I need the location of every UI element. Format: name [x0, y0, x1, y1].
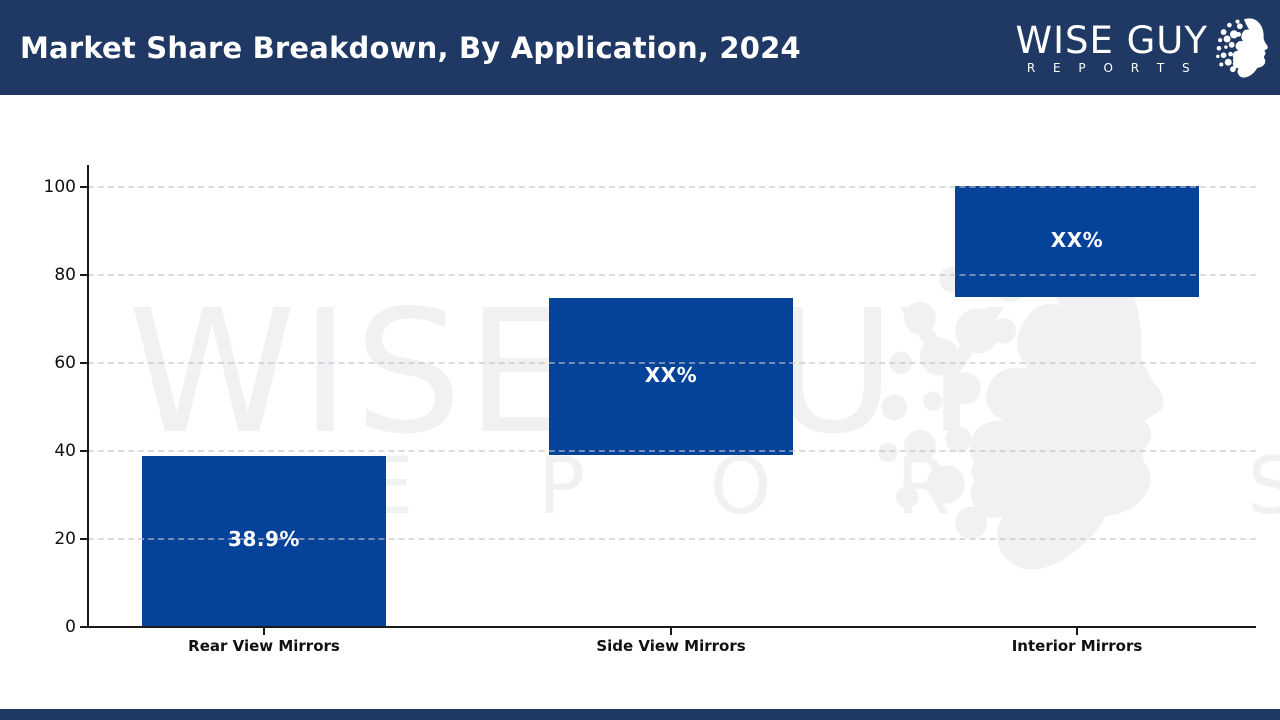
y-tick-mark	[80, 274, 88, 276]
brand-name: WISE GUY	[1015, 18, 1208, 62]
brand-logo: WISE GUY R E P O R T S	[1016, 9, 1270, 87]
footer-bar	[0, 709, 1280, 720]
x-tick-mark	[1076, 628, 1078, 635]
gridline	[88, 274, 1256, 276]
y-tick-label: 80	[54, 265, 76, 285]
page-title: Market Share Breakdown, By Application, …	[20, 30, 801, 65]
bar	[549, 297, 793, 456]
gridline	[88, 450, 1256, 452]
y-tick-mark	[80, 626, 88, 628]
x-tick-mark	[263, 628, 265, 635]
bar	[955, 185, 1199, 298]
y-tick-mark	[80, 362, 88, 364]
y-tick-label: 60	[54, 353, 76, 373]
brand-logo-text: WISE GUY R E P O R T S	[1016, 22, 1208, 74]
y-tick-label: 40	[54, 441, 76, 461]
header-bar: Market Share Breakdown, By Application, …	[0, 0, 1280, 95]
gridline	[88, 538, 1256, 540]
bar-value-label: XX%	[644, 362, 698, 387]
x-category-label: Side View Mirrors	[596, 637, 746, 655]
y-tick-label: 0	[65, 617, 76, 637]
y-tick-mark	[80, 538, 88, 540]
y-tick-mark	[80, 186, 88, 188]
brand-subtitle: R E P O R T S	[1026, 60, 1197, 75]
bar	[142, 455, 386, 627]
x-category-label: Interior Mirrors	[1011, 637, 1143, 655]
bar-value-label: 38.9%	[228, 527, 300, 552]
y-tick-label: 20	[54, 529, 76, 549]
x-category-label: Rear View Mirrors	[188, 637, 340, 655]
x-tick-mark	[670, 628, 672, 635]
bar-value-label: XX%	[1050, 227, 1104, 252]
gridline	[88, 362, 1256, 364]
dotted-head-icon	[1216, 17, 1268, 78]
y-tick-label: 100	[43, 177, 76, 197]
x-axis-line	[87, 626, 1256, 628]
y-tick-mark	[80, 450, 88, 452]
gridline	[88, 186, 1256, 188]
y-axis-line	[87, 165, 89, 628]
